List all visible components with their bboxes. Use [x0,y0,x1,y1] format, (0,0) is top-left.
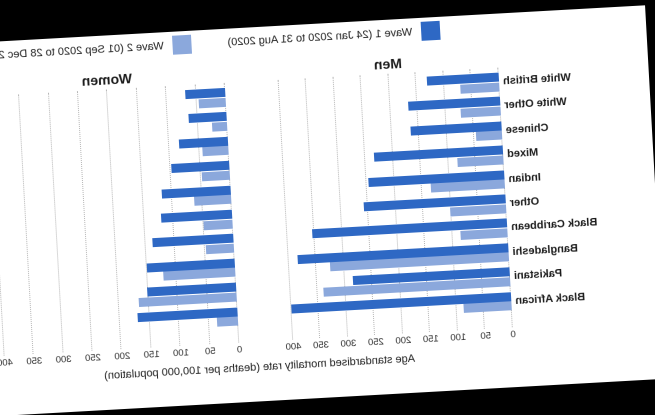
category-label: Pakistani [513,267,563,283]
wave2-bar [206,243,235,255]
chart-page: Wave 1 (24 Jan 2020 to 31 Aug 2020) Wave… [0,5,655,415]
gridline [305,78,321,338]
wave2-bar [460,82,500,94]
wave2-bar [463,301,512,313]
gridline [18,94,34,355]
wave2-bar [457,155,504,167]
gridline [277,79,294,340]
gridline [0,96,5,356]
category-label: Mixed [506,146,539,161]
gridline [106,89,122,350]
wave2-bar [217,316,239,327]
gridline [135,87,152,348]
axis-tick-label: 400 [285,341,302,353]
category-label: White Other [504,96,567,112]
category-label: Indian [508,170,542,185]
category-label: Black African [514,290,586,307]
wave2-bar [194,194,232,206]
category-label: Other [509,195,540,210]
wave2-bar [449,203,507,217]
wave2-bar [211,121,228,132]
wave2-bar [202,146,229,157]
category-label: Chinese [505,121,549,137]
wave2-bar [203,219,233,230]
wave2-bar [475,130,503,142]
category-label: White British [502,71,572,88]
wave2-bar [460,228,508,240]
wave2-bar [460,106,501,118]
wave2-legend-label: Wave 2 (01 Sep 2020 to 28 Dec 2020) [0,39,164,63]
mirrored-chart-surface: Wave 1 (24 Jan 2020 to 31 Aug 2020) Wave… [0,5,655,415]
legend-spacer [201,43,219,44]
gridline [77,91,93,351]
gridline [332,76,349,337]
category-label: Bangladeshi [512,242,579,258]
category-label: Black Caribbean [510,216,598,234]
wave2-bar [198,97,227,108]
wave1-legend-label: Wave 1 (24 Jan 2020 to 31 Aug 2020) [227,25,413,49]
wave2-bar [202,170,231,181]
axis-tick-label: 400 [0,357,14,370]
wave2-swatch [172,34,193,55]
gridline [47,92,64,353]
wave1-swatch [420,20,441,41]
